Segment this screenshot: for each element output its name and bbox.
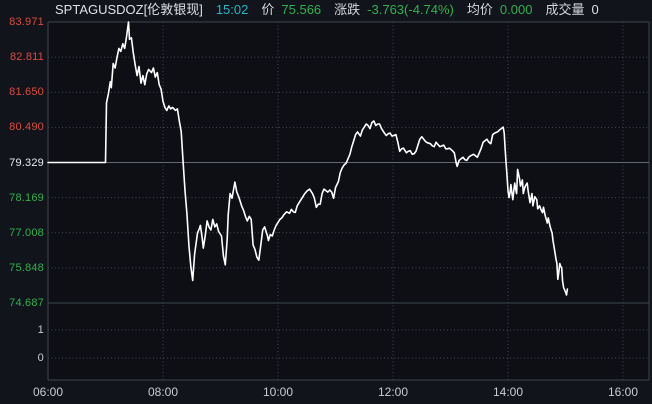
y-axis-tick: 77.008 bbox=[9, 226, 44, 239]
volume-axis-tick: 0 bbox=[37, 352, 44, 364]
volume-group: 成交量 0 bbox=[545, 1, 598, 19]
x-axis-tick: 16:00 bbox=[607, 385, 639, 399]
x-axis-tick: 10:00 bbox=[262, 385, 294, 399]
y-axis-tick: 83.971 bbox=[9, 16, 44, 28]
price-value: 75.566 bbox=[281, 2, 322, 17]
price-line bbox=[47, 21, 569, 296]
price-group: 价 75.566 bbox=[261, 1, 321, 19]
avg-price-group: 均价 0.000 bbox=[467, 1, 533, 19]
volume-axis-tick: 1 bbox=[37, 324, 44, 336]
quote-time: 15:02 bbox=[215, 2, 249, 17]
x-axis-tick: 12:00 bbox=[377, 385, 409, 399]
volume-label: 成交量 bbox=[545, 2, 585, 17]
change-label: 涨跌 bbox=[334, 2, 361, 17]
y-axis-tick: 74.687 bbox=[9, 297, 44, 309]
y-axis-tick: 80.490 bbox=[9, 121, 44, 134]
y-axis-tick: 79.329 bbox=[9, 156, 44, 169]
symbol-name: SPTAGUSDOZ[伦敦银现] bbox=[55, 2, 203, 17]
y-axis-tick: 75.848 bbox=[9, 261, 44, 274]
change-value: -3.763(-4.74%) bbox=[367, 2, 454, 17]
volume-value: 0 bbox=[591, 2, 599, 17]
plot-background bbox=[48, 22, 649, 380]
avg-price-label: 均价 bbox=[466, 2, 493, 17]
y-axis-tick: 78.169 bbox=[9, 191, 44, 204]
y-axis-tick: 82.811 bbox=[9, 51, 44, 64]
change-group: 涨跌 -3.763(-4.74%) bbox=[334, 1, 454, 19]
x-axis-tick: 14:00 bbox=[492, 385, 524, 399]
y-axis-tick: 81.650 bbox=[9, 86, 44, 99]
x-axis-tick: 08:00 bbox=[147, 385, 179, 399]
quote-header: SPTAGUSDOZ[伦敦银现] 15:02 价 75.566 涨跌 -3.76… bbox=[55, 1, 599, 19]
x-axis-tick: 06:00 bbox=[32, 385, 64, 399]
avg-price-value: 0.000 bbox=[499, 2, 533, 17]
price-label: 价 bbox=[261, 2, 275, 17]
